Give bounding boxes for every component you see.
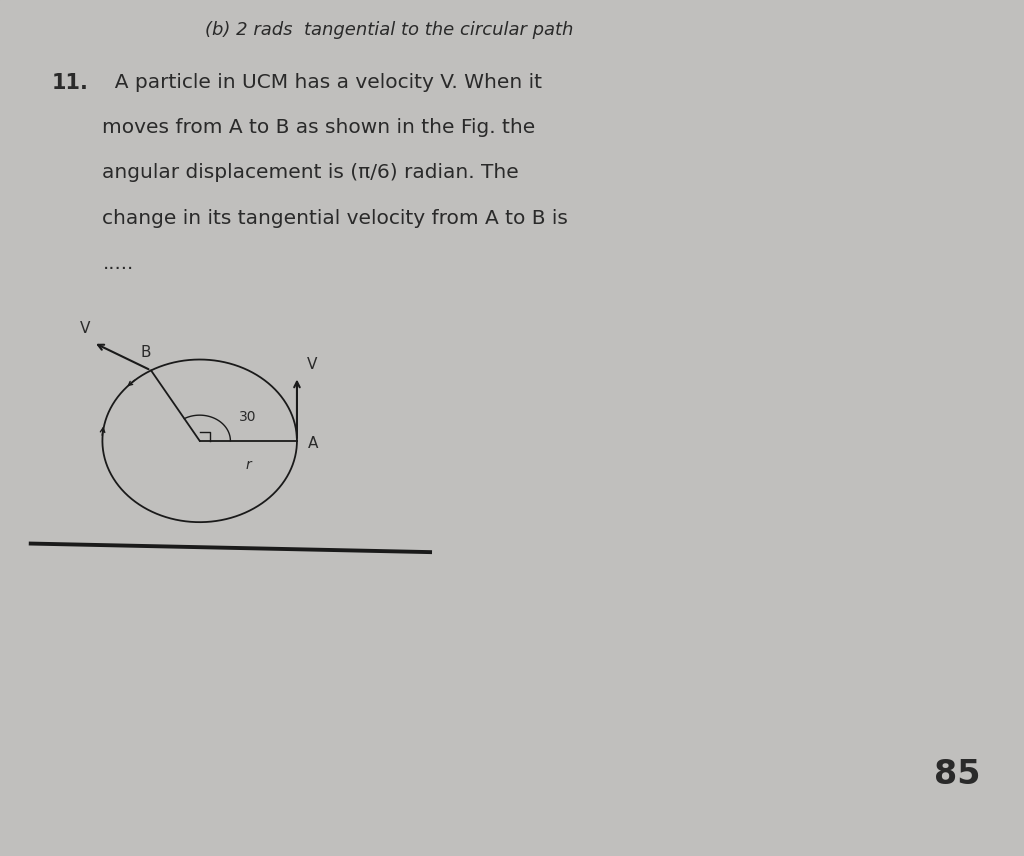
- Text: (b) 2 rads  tangential to the circular path: (b) 2 rads tangential to the circular pa…: [205, 21, 573, 39]
- Text: V: V: [307, 357, 317, 372]
- Text: .....: .....: [102, 254, 134, 273]
- Text: moves from A to B as shown in the Fig. the: moves from A to B as shown in the Fig. t…: [102, 118, 536, 137]
- Text: 30: 30: [239, 410, 256, 424]
- Text: angular displacement is (π/6) radian. The: angular displacement is (π/6) radian. Th…: [102, 163, 519, 182]
- Text: change in its tangential velocity from A to B is: change in its tangential velocity from A…: [102, 209, 568, 228]
- Text: r: r: [246, 458, 251, 472]
- Text: V: V: [80, 321, 90, 336]
- Text: B: B: [140, 345, 152, 360]
- Text: A: A: [308, 436, 318, 451]
- Text: A particle in UCM has a velocity V. When it: A particle in UCM has a velocity V. When…: [102, 73, 543, 92]
- Text: 85: 85: [934, 758, 981, 791]
- Text: 11.: 11.: [51, 73, 88, 92]
